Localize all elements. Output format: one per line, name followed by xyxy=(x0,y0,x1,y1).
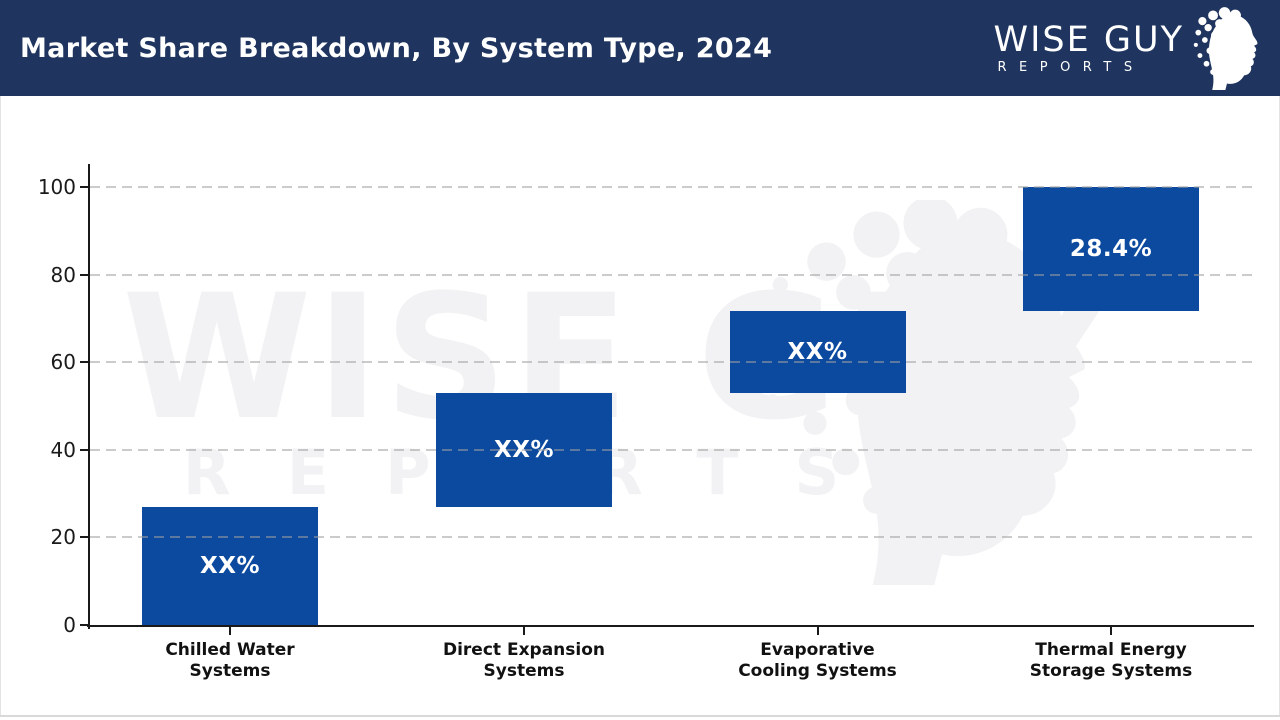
left-border xyxy=(0,0,1,717)
bar-value-label: 28.4% xyxy=(1069,236,1153,263)
gridline-20 xyxy=(90,536,1254,539)
gridline-40 xyxy=(90,448,1254,451)
y-tick-0 xyxy=(80,624,88,626)
y-tick-60 xyxy=(80,361,88,364)
brand-logo: WISE GUY REPORTS xyxy=(993,6,1268,92)
category-label-line: Evaporative xyxy=(760,640,875,660)
category-label-line: Chilled Water xyxy=(165,640,295,660)
bottom-border xyxy=(0,715,1280,717)
y-tick-label-100: 100 xyxy=(37,175,76,199)
y-tick-label-20: 20 xyxy=(50,525,76,550)
brand-face-icon xyxy=(1193,7,1258,91)
y-tick-100 xyxy=(80,186,88,188)
y-tick-40 xyxy=(80,448,88,451)
category-label-line: Systems xyxy=(483,661,565,681)
x-tick-thermal-energy-storage-systems xyxy=(1110,627,1112,635)
y-tick-label-0: 0 xyxy=(63,613,76,637)
bar-evaporative-cooling-systems: XX% xyxy=(729,311,906,393)
y-tick-20 xyxy=(80,536,88,539)
brand-subname: REPORTS xyxy=(997,60,1145,75)
category-label-line: Direct Expansion xyxy=(442,640,606,660)
x-tick-direct-expansion-systems xyxy=(523,627,525,635)
gridline-100 xyxy=(90,186,1254,188)
header-bar: Market Share Breakdown, By System Type, … xyxy=(0,0,1280,96)
category-label-chilled-water-systems: Chilled Water Systems xyxy=(85,640,375,682)
category-label-line: Cooling Systems xyxy=(738,661,897,681)
bar-thermal-energy-storage-systems: 28.4% xyxy=(1023,187,1199,312)
category-label-direct-expansion-systems: Direct Expansion Systems xyxy=(379,640,669,682)
x-axis-line xyxy=(87,625,1254,627)
gridline-60 xyxy=(90,361,1254,364)
y-tick-label-80: 80 xyxy=(50,262,76,287)
page-title: Market Share Breakdown, By System Type, … xyxy=(20,32,773,64)
category-label-thermal-energy-storage-systems: Thermal Energy Storage Systems xyxy=(966,640,1256,682)
y-tick-80 xyxy=(80,273,88,276)
x-tick-chilled-water-systems xyxy=(229,627,231,635)
chart-plot-area: 0 20 40 60 80 100 XX% Chilled Water Systems XX% Di… xyxy=(0,96,1280,720)
x-tick-evaporative-cooling-systems xyxy=(816,627,819,635)
y-tick-label-40: 40 xyxy=(50,437,76,462)
bar-value-label: XX% xyxy=(199,552,260,579)
brand-name: WISE GUY xyxy=(993,20,1184,60)
category-label-line: Thermal Energy xyxy=(1035,640,1187,660)
bar-chilled-water-systems: XX% xyxy=(142,506,318,625)
y-axis-line xyxy=(88,164,90,629)
category-label-evaporative-cooling-systems: Evaporative Cooling Systems xyxy=(673,640,963,682)
brand-logo-text: WISE GUY REPORTS xyxy=(993,21,1184,77)
y-tick-label-60: 60 xyxy=(50,350,76,375)
gridline-80 xyxy=(90,273,1254,276)
category-label-line: Storage Systems xyxy=(1029,661,1193,681)
category-label-line: Systems xyxy=(189,661,271,681)
